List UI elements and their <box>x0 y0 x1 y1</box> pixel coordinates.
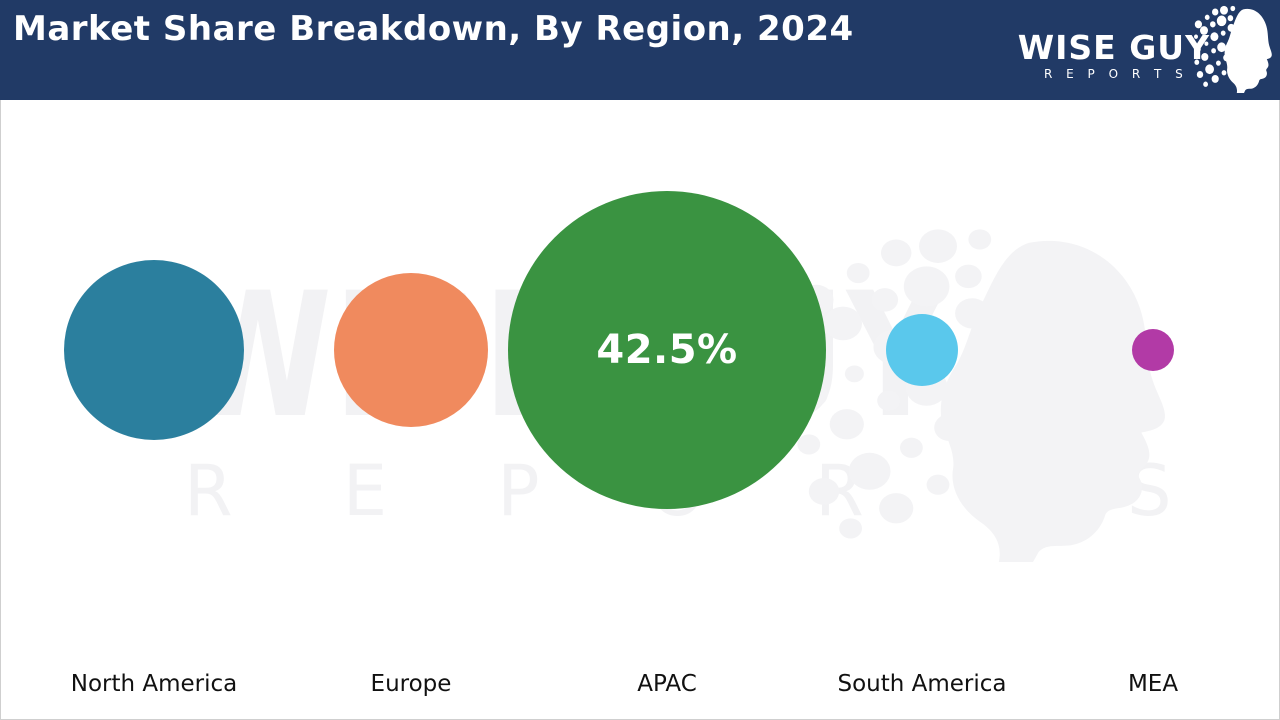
page-title: Market Share Breakdown, By Region, 2024 <box>13 9 854 49</box>
category-label-north-america: North America <box>70 671 238 697</box>
bubble-apac: 42.5% <box>508 191 826 509</box>
logo-wordmark: WISE GUY <box>1017 28 1210 67</box>
bubble-chart: WISE GUY R E P O R T S North AmericaEuro… <box>0 100 1280 720</box>
logo-subtext: R E P O R T S <box>1043 67 1188 81</box>
category-label-mea: MEA <box>1127 671 1179 697</box>
bubble-north-america <box>64 260 244 440</box>
bubble-value-label: 42.5% <box>596 327 738 373</box>
category-label-apac: APAC <box>637 671 697 697</box>
category-label-europe: Europe <box>370 671 452 697</box>
category-label-south-america: South America <box>837 671 1007 697</box>
wise-guy-head-icon <box>1192 5 1272 93</box>
bubble-mea <box>1132 329 1174 371</box>
bubble-south-america <box>886 314 958 386</box>
bubble-europe <box>334 273 488 427</box>
bubble-layer: North America Europe 42.5% APAC South Americ… <box>1 100 1279 719</box>
header: Market Share Breakdown, By Region, 2024 … <box>0 0 1280 100</box>
wise-guy-logo: WISE GUY R E P O R T S <box>1018 5 1272 93</box>
logo-text: WISE GUY R E P O R T S <box>1018 31 1210 81</box>
